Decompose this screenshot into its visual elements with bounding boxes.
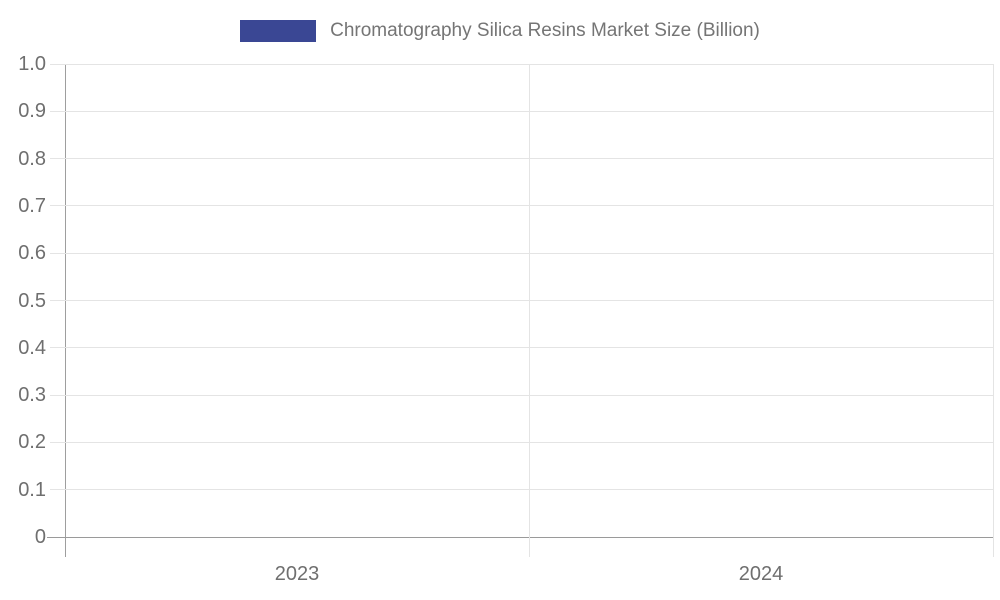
y-axis-line [65, 64, 66, 557]
y-axis-tick-label: 0.6 [18, 242, 46, 265]
y-gridline [50, 300, 993, 301]
y-gridline [50, 158, 993, 160]
y-axis-tick-label: 0.3 [18, 384, 46, 407]
y-gridline [50, 205, 993, 207]
x-axis-line [47, 537, 993, 538]
legend: Chromatography Silica Resins Market Size… [0, 20, 1000, 42]
y-gridline [50, 63, 993, 65]
y-gridline [50, 441, 993, 443]
y-gridline [50, 110, 993, 112]
x-axis-category-label: 2024 [738, 563, 784, 585]
y-axis-tick-label: 0.8 [18, 147, 46, 170]
y-axis-tick-label: 0.2 [18, 431, 46, 454]
y-axis-tick-label: 0.4 [18, 336, 46, 359]
y-axis-tick-label: 0 [34, 526, 46, 548]
y-gridline [50, 394, 993, 396]
y-axis-tick-label: 0.9 [18, 100, 46, 123]
plot-right-border [992, 64, 994, 557]
x-axis-category-label: 2023 [274, 563, 320, 585]
y-axis-tick-label: 0.5 [18, 289, 46, 312]
legend-item-market-size[interactable]: Chromatography Silica Resins Market Size… [240, 20, 760, 42]
y-gridline [50, 252, 993, 254]
x-gridline [528, 64, 530, 557]
legend-label: Chromatography Silica Resins Market Size… [330, 20, 760, 41]
y-gridline [50, 347, 993, 349]
y-gridline [50, 489, 993, 491]
y-axis-tick-label: 0.1 [18, 478, 46, 501]
y-axis-tick-label: 0.7 [18, 194, 46, 217]
legend-swatch [240, 20, 317, 42]
y-axis-tick-label: 1.0 [18, 53, 46, 75]
